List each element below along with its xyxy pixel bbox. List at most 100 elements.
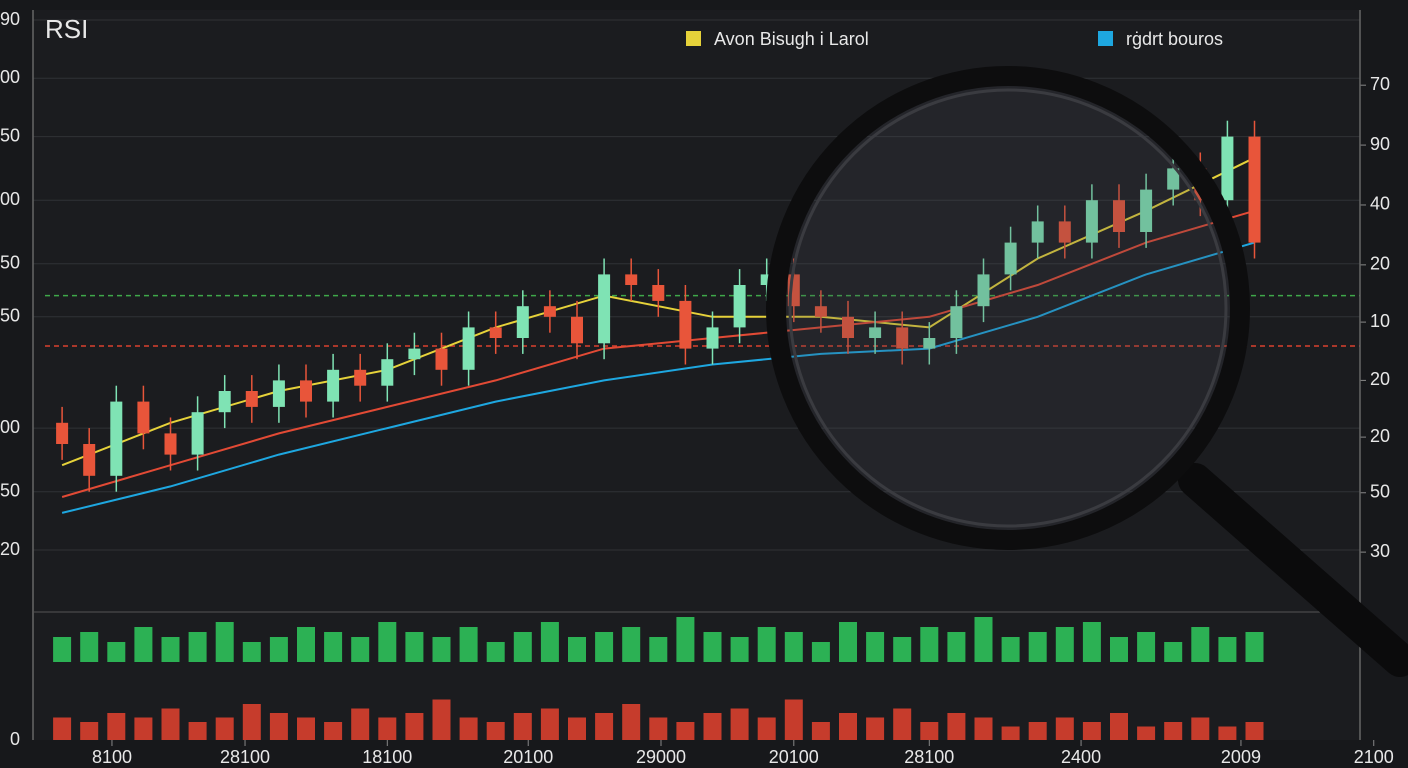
volume-bar xyxy=(649,637,668,662)
volume-bar xyxy=(703,632,722,662)
y2-tick-label: 90 xyxy=(1370,134,1390,154)
volume-bar xyxy=(1055,627,1074,662)
volume-bar xyxy=(405,632,424,662)
candle-body xyxy=(923,338,936,349)
volume-bar xyxy=(1218,637,1237,662)
volume-bar xyxy=(1110,713,1128,740)
candle-body xyxy=(489,327,502,338)
candle-body xyxy=(1221,136,1234,201)
volume-bar xyxy=(1137,632,1156,662)
volume-bar xyxy=(947,713,966,740)
volume-bar xyxy=(947,632,966,662)
volume-bar xyxy=(893,708,912,740)
candle-body xyxy=(272,380,285,407)
volume-bar xyxy=(920,627,939,662)
legend-label: rġdrt bouros xyxy=(1126,29,1223,49)
volume-bar xyxy=(432,637,451,662)
plot: 90 00 50 00 50 50 00 50 20 70 90 40 20 10 20 20 50 30 8100… xyxy=(0,9,1394,767)
volume-bar xyxy=(920,722,939,740)
volume-bar xyxy=(80,722,99,740)
candle-body xyxy=(814,306,827,317)
candle-body xyxy=(652,285,665,301)
volume-bar xyxy=(80,632,99,662)
volume-bar xyxy=(53,637,72,662)
volume-bar xyxy=(53,717,72,740)
candle-body xyxy=(462,327,475,370)
volume-tick-label: 0 xyxy=(10,729,20,749)
candle-body xyxy=(327,369,340,402)
candle-body xyxy=(1248,136,1261,243)
y-tick-label: 00 xyxy=(0,417,20,437)
volume-bar xyxy=(540,708,559,740)
candle-body xyxy=(896,327,909,349)
x-tick-label: 28100 xyxy=(220,747,270,767)
volume-bar xyxy=(161,708,180,740)
volume-bar xyxy=(649,717,668,740)
y2-tick-label: 20 xyxy=(1370,426,1390,446)
volume-bar xyxy=(595,713,614,740)
volume-bar xyxy=(459,627,478,662)
candle-body xyxy=(164,433,177,455)
x-tick-label: 28100 xyxy=(904,747,954,767)
candle-body xyxy=(1113,200,1125,232)
candle-body xyxy=(543,306,556,317)
volume-bar xyxy=(324,632,343,662)
volume-bar xyxy=(1028,722,1047,740)
y2-tick-label: 70 xyxy=(1370,74,1390,94)
volume-bar xyxy=(730,637,749,662)
volume-bar xyxy=(215,717,234,740)
volume-bar xyxy=(839,622,857,662)
volume-bar xyxy=(730,708,749,740)
volume-bar xyxy=(622,627,641,662)
volume-bar xyxy=(1110,637,1128,662)
candle-body xyxy=(733,285,746,328)
volume-bar xyxy=(351,708,370,740)
volume-bar xyxy=(1191,627,1210,662)
volume-bar xyxy=(595,632,614,662)
candle-body xyxy=(950,306,963,338)
volume-bar xyxy=(866,632,885,662)
volume-bar xyxy=(1164,642,1183,662)
candle-body xyxy=(245,391,258,407)
volume-bar xyxy=(188,632,207,662)
volume-bar xyxy=(107,713,126,740)
chart-title: RSI xyxy=(45,14,88,44)
moving-average-line xyxy=(61,241,1255,514)
volume-bar xyxy=(703,713,722,740)
volume-bar xyxy=(1137,726,1156,740)
volume-bar xyxy=(1028,632,1047,662)
volume-bar xyxy=(486,642,505,662)
candle-body xyxy=(516,306,529,338)
candle-body xyxy=(1004,242,1017,275)
candle-body xyxy=(598,274,611,344)
volume-bar xyxy=(324,722,343,740)
y2-tick-label: 20 xyxy=(1370,254,1390,274)
volume-bar xyxy=(1001,726,1020,740)
legend-swatch xyxy=(686,31,701,46)
candle-body xyxy=(354,369,367,386)
x-tick-label: 2009 xyxy=(1221,747,1261,767)
magnifier-rim xyxy=(788,88,1228,528)
x-tick-label: 20100 xyxy=(503,747,553,767)
volume-bar xyxy=(540,622,559,662)
candle-body xyxy=(218,391,231,413)
volume-bar xyxy=(215,622,234,662)
volume-bar xyxy=(568,637,586,662)
candle-body xyxy=(1058,221,1071,243)
x-tick-label: 8100 xyxy=(92,747,132,767)
volume-bar xyxy=(676,617,695,662)
legend-label: Avon Bisugh i Larol xyxy=(714,29,869,49)
candle-body xyxy=(571,316,583,344)
volume-bar xyxy=(811,722,830,740)
candle-body xyxy=(1140,189,1153,232)
magnifier xyxy=(766,66,1408,677)
y2-tick-label: 50 xyxy=(1370,482,1390,502)
volume-bar xyxy=(405,713,424,740)
candle-body xyxy=(300,380,312,402)
volume-bar xyxy=(622,704,641,740)
x-tick-label: 2400 xyxy=(1061,747,1101,767)
volume-bar xyxy=(1245,632,1264,662)
volume-bar xyxy=(676,722,695,740)
volume-bar xyxy=(242,642,261,662)
